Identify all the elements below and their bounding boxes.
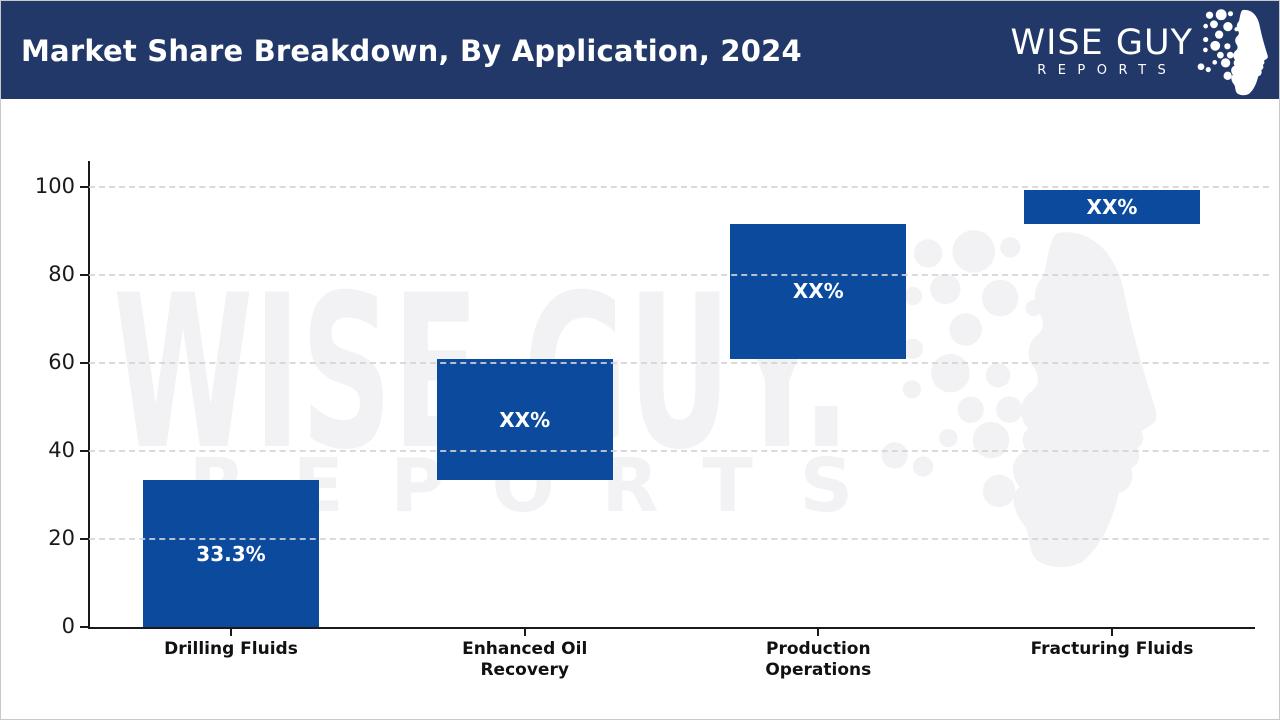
y-axis-line <box>88 161 90 629</box>
header-bar: Market Share Breakdown, By Application, … <box>1 1 1279 99</box>
brand-name: WISE GUY <box>1010 23 1193 63</box>
bar-value-label: XX% <box>1086 194 1138 219</box>
bar-value-label: XX% <box>792 279 844 304</box>
y-tick-mark <box>80 362 88 364</box>
y-tick-label: 20 <box>48 526 75 550</box>
bar: 33.3% <box>143 480 319 627</box>
y-tick-mark <box>80 450 88 452</box>
y-tick-mark <box>80 274 88 276</box>
gridline <box>89 538 1269 540</box>
x-tick-label: Drilling Fluids <box>164 639 298 659</box>
y-tick-label: 80 <box>48 262 75 286</box>
x-tick-mark <box>817 629 820 636</box>
gridline <box>89 362 1269 364</box>
bar: XX% <box>436 358 613 481</box>
plot-area: 0 20 40 60 80 100 33.3% Drilling Fluids XX% Enhan… <box>1 99 1279 719</box>
brand-head-dots-icon <box>1197 9 1268 96</box>
y-tick-label: 0 <box>61 614 75 638</box>
y-tick-label: 60 <box>48 350 75 374</box>
x-tick-mark <box>523 629 526 636</box>
x-tick-label: Production Operations <box>765 639 872 680</box>
y-tick-mark <box>80 538 88 540</box>
gridline <box>89 186 1269 188</box>
y-tick-label: 100 <box>34 174 75 198</box>
y-tick-mark <box>80 626 88 628</box>
x-tick-mark <box>230 629 232 636</box>
x-tick-mark <box>1111 629 1113 636</box>
brand-logo: WISE GUY REPORTS <box>1008 5 1273 96</box>
brand-logo-text: WISE GUY REPORTS <box>1010 23 1193 79</box>
y-tick-mark <box>80 186 88 188</box>
bar-value-label: XX% <box>499 407 551 432</box>
x-tick-label: Fracturing Fluids <box>1030 639 1194 659</box>
y-tick-label: 40 <box>48 438 75 462</box>
gridline <box>89 274 1269 276</box>
bar: XX% <box>730 223 907 359</box>
x-axis-line <box>88 627 1255 629</box>
page-title: Market Share Breakdown, By Application, … <box>21 34 802 68</box>
bar: XX% <box>1024 190 1200 224</box>
gridline <box>89 450 1269 452</box>
brand-subname: REPORTS <box>1037 63 1178 78</box>
bar-value-label: 33.3% <box>196 541 266 566</box>
x-tick-label: Enhanced Oil Recovery <box>462 639 588 680</box>
